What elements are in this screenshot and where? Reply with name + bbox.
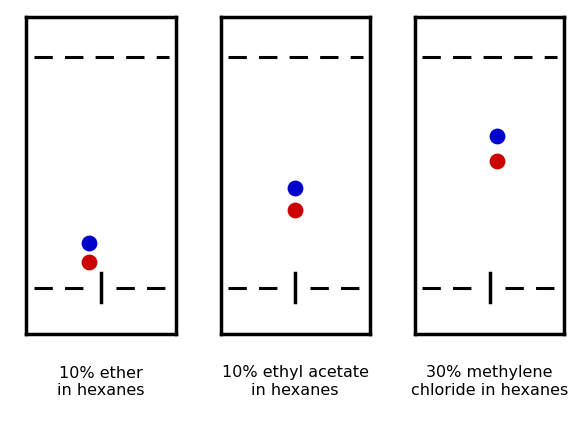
Point [291,207,300,213]
Point [492,132,502,139]
Point [85,259,94,266]
Point [492,158,502,164]
Text: 10% ethyl acetate
in hexanes: 10% ethyl acetate in hexanes [222,366,369,398]
Text: 10% ether
in hexanes: 10% ether in hexanes [58,366,145,398]
Point [291,184,300,191]
Text: 30% methylene
chloride in hexanes: 30% methylene chloride in hexanes [410,366,568,398]
Point [85,240,94,247]
